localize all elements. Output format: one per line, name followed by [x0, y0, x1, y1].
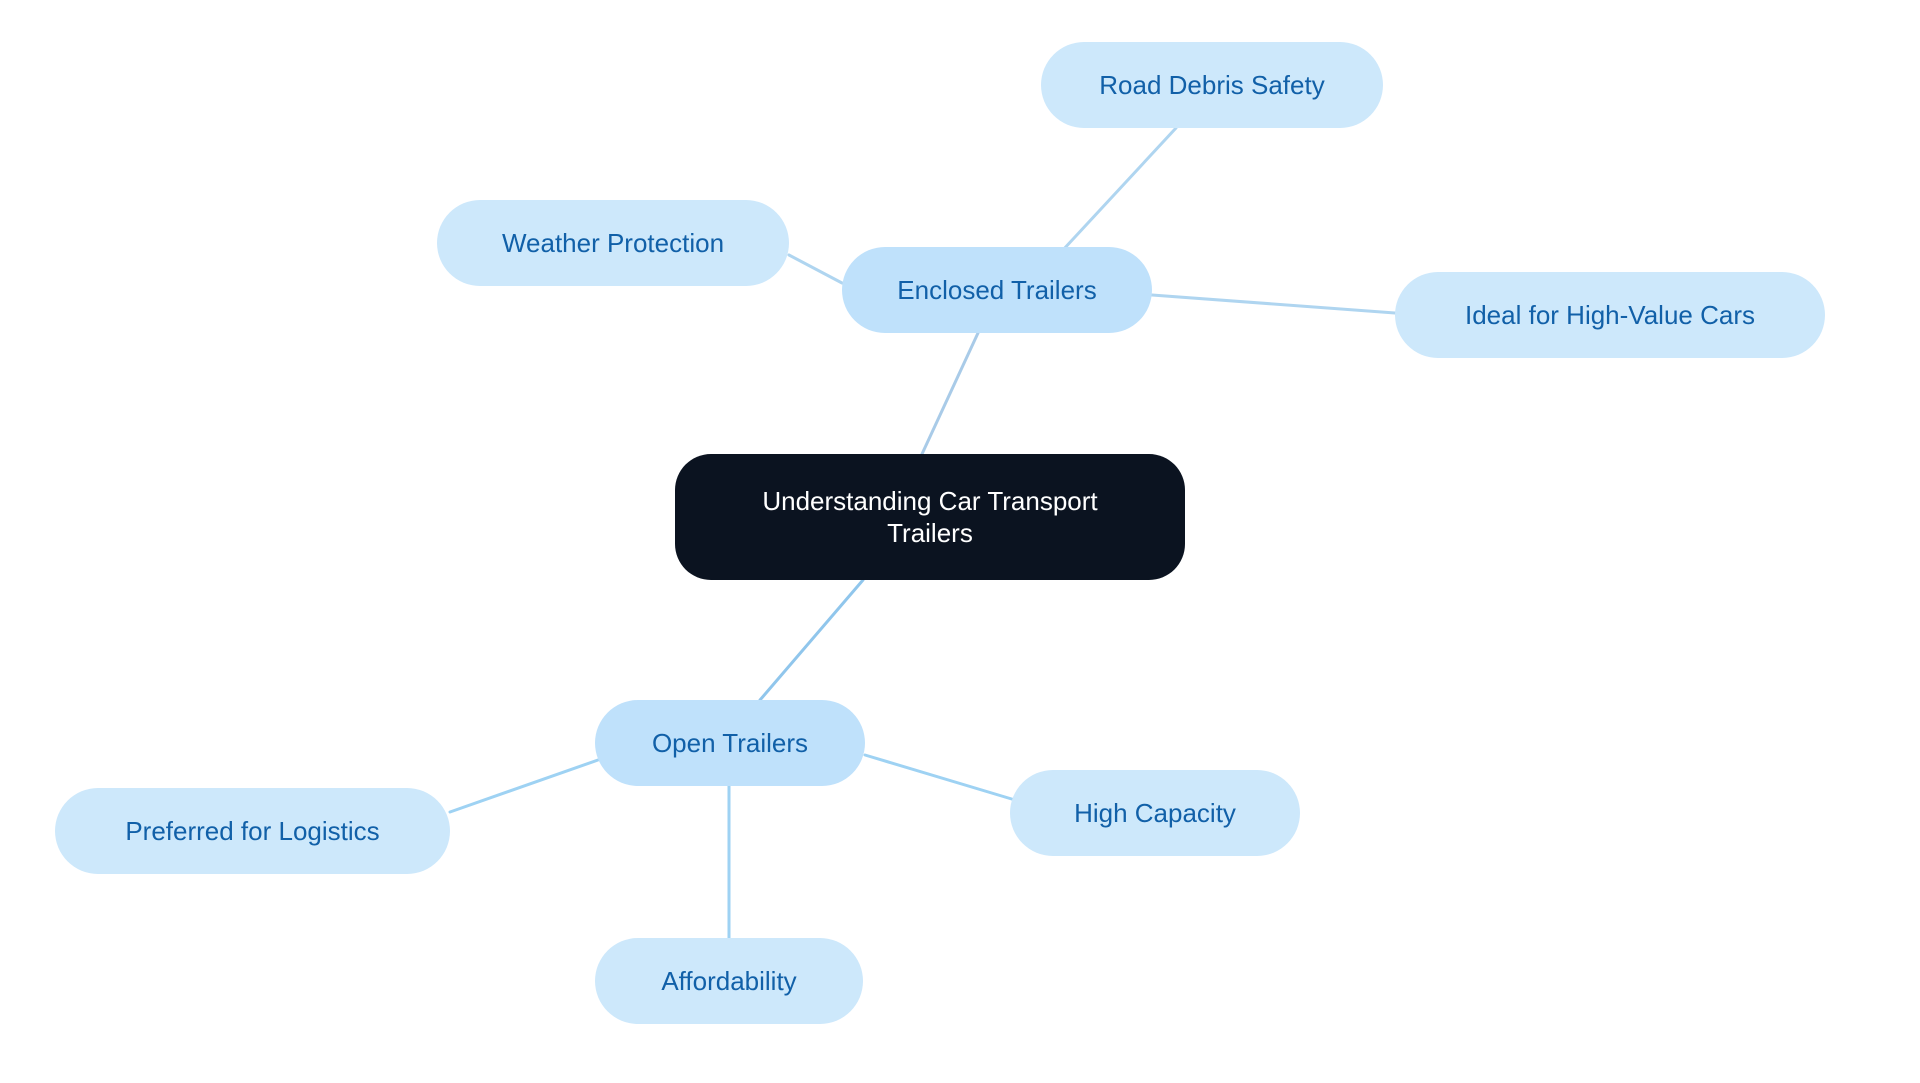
mindmap-diagram: Understanding Car TransportTrailers Encl…	[0, 0, 1920, 1083]
high-value-cars-node: Ideal for High-Value Cars	[1395, 272, 1825, 358]
weather-label: Weather Protection	[502, 227, 724, 260]
open-label: Open Trailers	[652, 727, 808, 760]
logistics-node: Preferred for Logistics	[55, 788, 450, 874]
debris-label: Road Debris Safety	[1099, 69, 1324, 102]
open-trailers-node: Open Trailers	[595, 700, 865, 786]
logistics-label: Preferred for Logistics	[125, 815, 379, 848]
weather-protection-node: Weather Protection	[437, 200, 789, 286]
affordability-node: Affordability	[595, 938, 863, 1024]
root-node: Understanding Car TransportTrailers	[675, 454, 1185, 580]
affordability-label: Affordability	[661, 965, 796, 998]
high-capacity-node: High Capacity	[1010, 770, 1300, 856]
highvalue-label: Ideal for High-Value Cars	[1465, 299, 1755, 332]
enclosed-label: Enclosed Trailers	[897, 274, 1096, 307]
root-label: Understanding Car TransportTrailers	[762, 485, 1097, 550]
enclosed-trailers-node: Enclosed Trailers	[842, 247, 1152, 333]
capacity-label: High Capacity	[1074, 797, 1236, 830]
road-debris-node: Road Debris Safety	[1041, 42, 1383, 128]
